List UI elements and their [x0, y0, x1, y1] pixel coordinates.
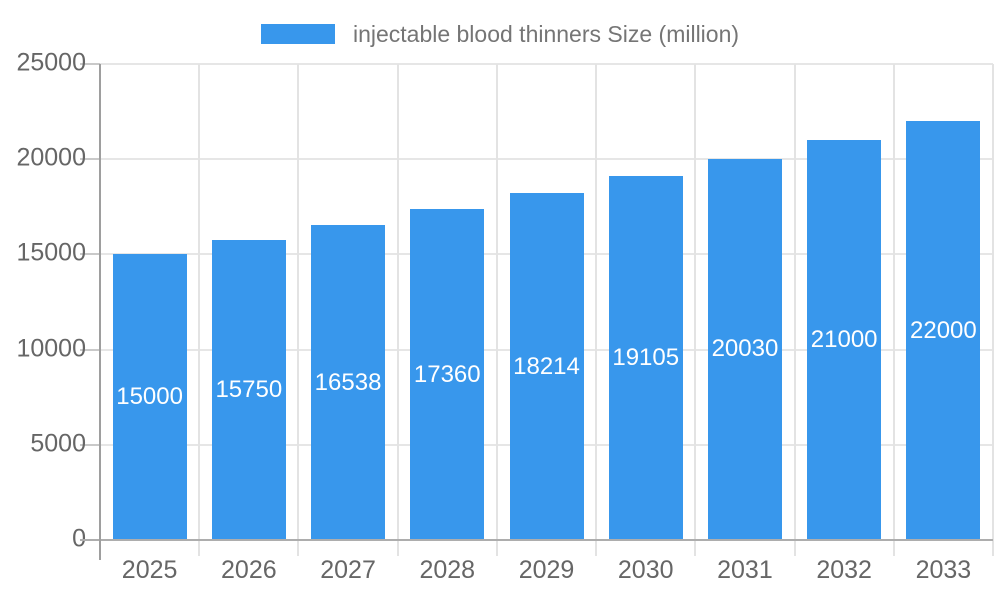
x-axis-label: 2026: [221, 556, 277, 584]
x-axis-label: 2030: [617, 556, 674, 584]
x-axis-baseline: [80, 539, 993, 541]
bar: [608, 176, 683, 540]
x-axis-label: 2028: [419, 556, 476, 584]
bar-value-label: 17360: [413, 360, 481, 388]
category-separator: [595, 64, 598, 556]
y-axis-tick: [80, 348, 100, 351]
y-axis-tick: [80, 158, 100, 161]
bar: [410, 209, 485, 540]
y-axis-label: 10000: [16, 333, 86, 362]
gridline: [100, 63, 993, 65]
bar-value-label: 18214: [513, 352, 580, 380]
y-axis-label: 0: [0, 524, 86, 553]
category-separator: [992, 64, 994, 556]
category-separator: [694, 64, 697, 556]
bar-value-label: 22000: [910, 316, 977, 344]
bar: [112, 254, 187, 540]
bar-value-label: 21000: [810, 326, 878, 354]
bar: [311, 225, 386, 540]
y-axis-tick: [80, 63, 100, 65]
y-axis-label: 5000: [30, 429, 86, 458]
legend-label: injectable blood thinners Size (million): [352, 20, 740, 47]
y-axis-label: 15000: [16, 238, 86, 267]
x-axis-label: 2029: [518, 556, 575, 584]
x-axis-label: 2032: [816, 556, 872, 584]
bar: [211, 240, 286, 540]
category-separator: [198, 64, 201, 556]
x-axis-label: 2033: [915, 556, 972, 584]
bar-value-label: 16538: [314, 368, 382, 396]
gridline: [100, 158, 993, 161]
category-separator: [495, 64, 498, 556]
bar: [807, 140, 882, 540]
bar-value-label: 20030: [711, 335, 779, 363]
y-axis-tick: [80, 443, 100, 446]
bar: [906, 121, 981, 540]
category-separator: [297, 64, 300, 556]
category-separator: [892, 64, 895, 556]
y-axis-line: [99, 64, 101, 560]
bar: [707, 158, 782, 540]
legend-swatch-icon: [260, 24, 335, 44]
category-separator: [793, 64, 796, 556]
bar-value-label: 15000: [116, 383, 183, 411]
y-axis-label: 25000: [16, 48, 86, 77]
x-axis-label: 2031: [717, 556, 773, 584]
category-separator: [396, 64, 399, 556]
x-axis-label: 2025: [121, 556, 178, 584]
bar: [509, 193, 584, 540]
x-axis-label: 2027: [320, 556, 376, 584]
y-axis-tick: [80, 253, 100, 256]
bar-value-label: 19105: [612, 344, 680, 372]
y-axis-label: 20000: [16, 143, 86, 172]
bar-value-label: 15750: [215, 376, 283, 404]
legend: injectable blood thinners Size (million): [0, 20, 1000, 48]
